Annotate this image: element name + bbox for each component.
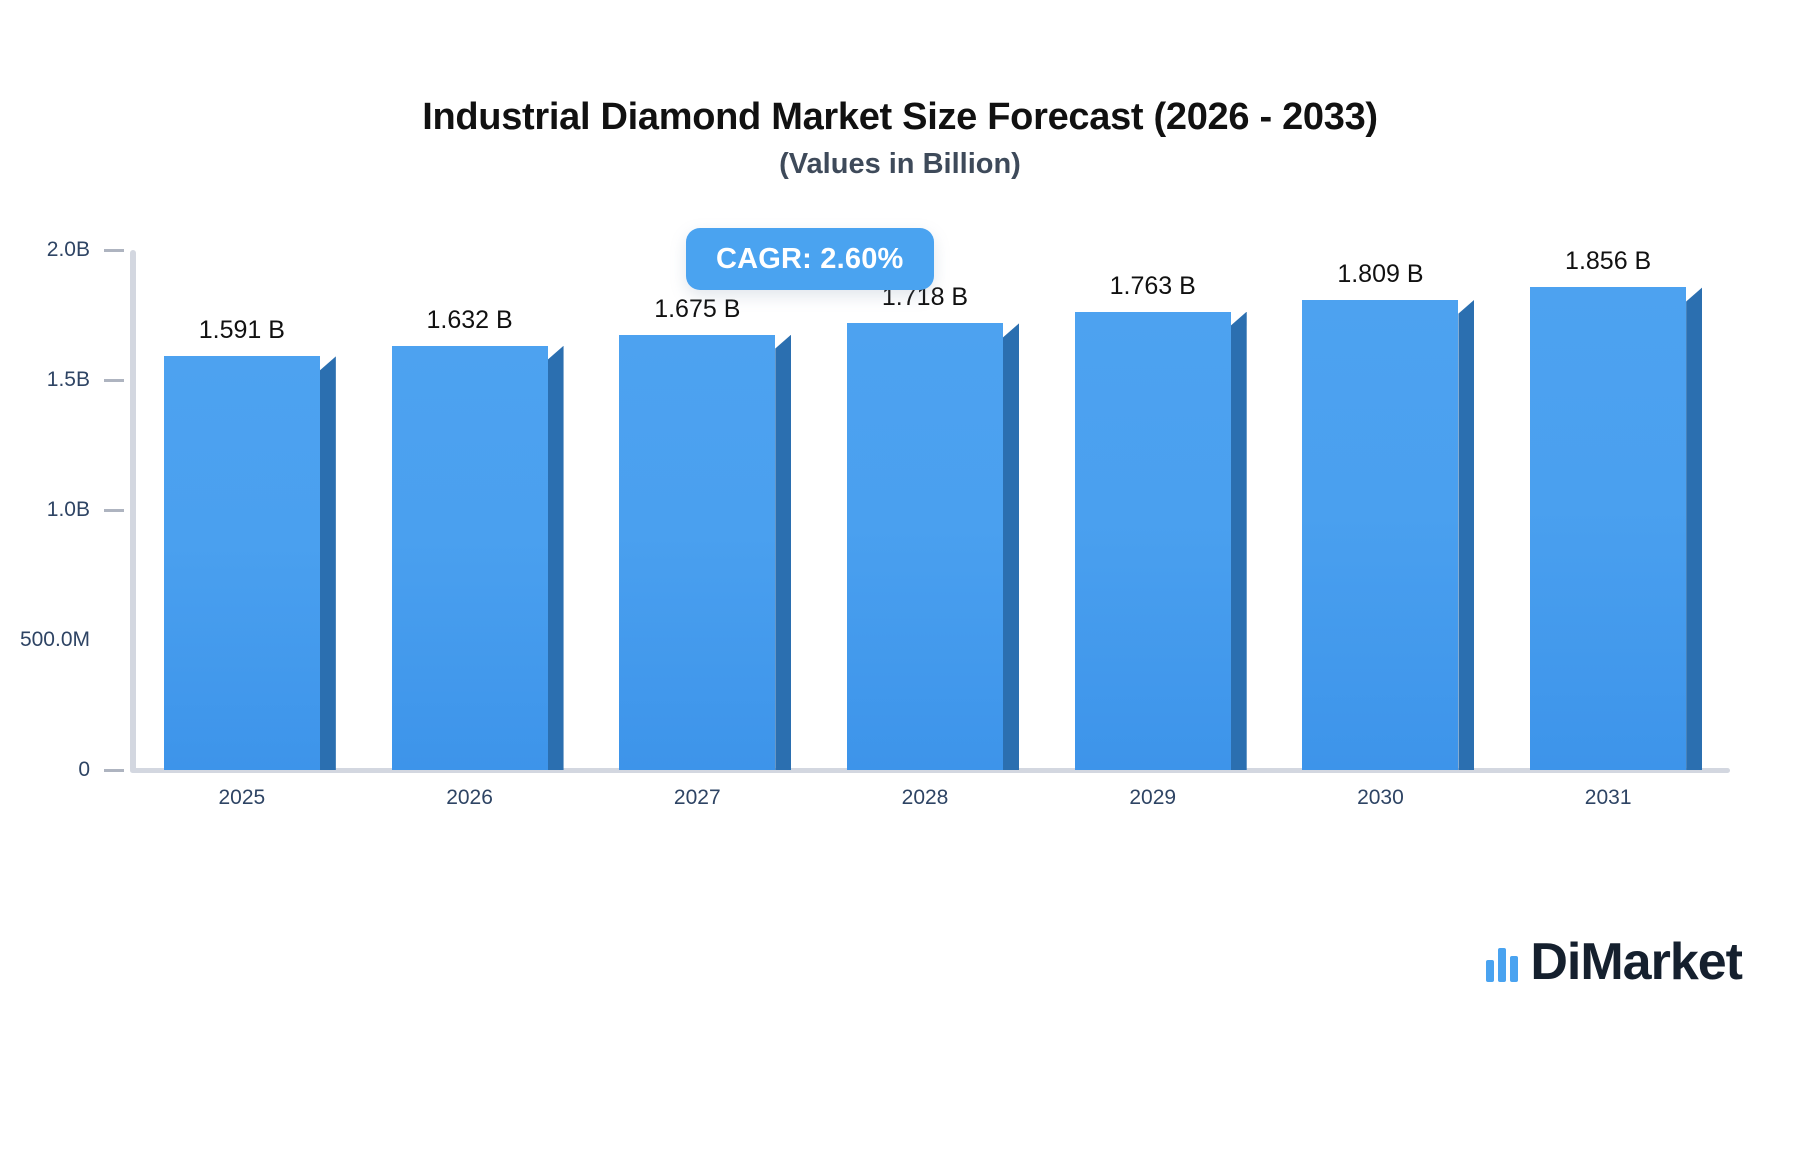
y-axis-tick: 1.0B: [47, 498, 124, 522]
y-axis-tick-dash: [104, 508, 124, 512]
y-axis-tick: 1.5B: [47, 368, 124, 392]
bar-side-3d: [547, 345, 564, 770]
chart-title: Industrial Diamond Market Size Forecast …: [422, 96, 1378, 138]
bar-value-label: 1.632 B: [426, 305, 513, 334]
bar-side-3d: [1686, 287, 1703, 770]
bar-slot: 1.809 B: [1302, 250, 1475, 770]
brand-logo: DiMarket: [1486, 933, 1743, 991]
logo-bar-1: [1486, 960, 1495, 982]
bar-face: [619, 334, 776, 770]
bar-slot: 1.856 B: [1530, 247, 1703, 770]
bar-side-3d: [1458, 299, 1475, 770]
chart-subtitle: (Values in Billion): [779, 148, 1021, 180]
x-axis-tick-label: 2031: [1584, 786, 1632, 809]
logo-bar-2: [1498, 948, 1507, 982]
y-axis-tick: 500.0M: [20, 628, 124, 652]
x-axis-tick-label: 2028: [901, 786, 949, 809]
x-axis-line: [130, 768, 1730, 773]
bar-face: [847, 323, 1003, 770]
bar-value-label: 1.591 B: [198, 316, 285, 345]
bar[interactable]: [847, 323, 1019, 770]
y-axis-tick-label: 1.0B: [46, 498, 90, 521]
bar-side-3d: [775, 334, 792, 770]
bar-value-label: 1.675 B: [654, 294, 741, 323]
bar[interactable]: [1302, 299, 1475, 770]
bar-face: [1530, 287, 1687, 770]
bar-value-label: 1.809 B: [1337, 259, 1424, 288]
bar-chart-icon: [1486, 942, 1519, 982]
y-axis-tick-labels: 2.0B 1.5B 1.0B 500.0M 0: [0, 0, 128, 1156]
bar-slot: 1.632 B: [391, 250, 564, 770]
logo-bar-3: [1510, 956, 1519, 982]
bar-slot: 1.591 B: [163, 250, 336, 770]
bar-side-3d: [319, 356, 336, 770]
bar[interactable]: [163, 356, 336, 770]
y-axis-tick-dash: [104, 768, 124, 772]
y-axis-line: [130, 250, 136, 772]
bar-face: [391, 345, 548, 770]
y-axis-tick-dash: [104, 378, 124, 382]
bar[interactable]: [391, 345, 564, 770]
bar[interactable]: [1530, 287, 1703, 770]
x-axis-tick-label: 2027: [673, 786, 721, 809]
bar-value-label: 1.763 B: [1109, 271, 1196, 300]
bar-slot: 1.718 B: [847, 250, 1019, 770]
y-axis-tick-label: 0: [78, 758, 90, 781]
brand-name: DiMarket: [1530, 933, 1743, 991]
y-axis-tick-label: 2.0B: [46, 238, 90, 261]
bar-side-3d: [1003, 323, 1019, 770]
bar-series: 1.591 B 1.632 B 1.675 B 1.718 B 1.763 B 1.809…: [136, 247, 1730, 770]
x-axis-tick-label: 2029: [1129, 786, 1177, 809]
bar-side-3d: [1230, 311, 1247, 770]
bar-face: [1302, 299, 1459, 770]
x-axis-tick-label: 2025: [218, 786, 266, 809]
bar-face: [1074, 311, 1231, 770]
x-axis-tick-label: 2030: [1357, 786, 1404, 809]
y-axis-tick-label: 500.0M: [19, 628, 90, 651]
y-axis-tick: 2.0B: [47, 238, 124, 262]
y-axis-tick: 0: [78, 758, 124, 782]
bar-slot: 1.763 B: [1074, 250, 1247, 770]
y-axis-tick-dash: [104, 248, 124, 252]
cagr-badge: CAGR: 2.60%: [686, 228, 934, 290]
bar-value-label: 1.856 B: [1565, 247, 1652, 276]
bar[interactable]: [619, 334, 792, 770]
y-axis-tick-label: 1.5B: [46, 368, 90, 391]
bar-face: [163, 356, 320, 770]
bar[interactable]: [1074, 311, 1247, 770]
bar-slot: 1.675 B: [619, 250, 792, 770]
x-axis-tick-label: 2026: [446, 786, 493, 809]
